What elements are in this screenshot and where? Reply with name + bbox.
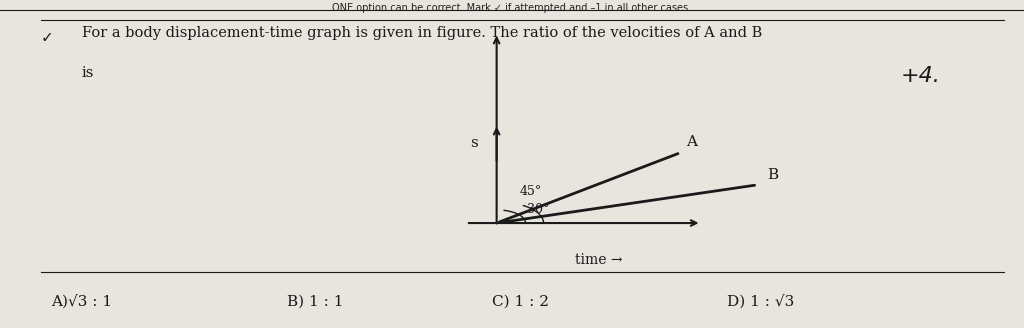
Text: For a body displacement-time graph is given in figure. The ratio of the velociti: For a body displacement-time graph is gi… [82, 26, 762, 40]
Text: D) 1 : √3: D) 1 : √3 [727, 295, 795, 309]
Text: A: A [686, 135, 696, 149]
Text: s: s [470, 136, 478, 150]
Text: is: is [82, 66, 94, 80]
Text: B) 1 : 1: B) 1 : 1 [287, 295, 343, 309]
Text: C) 1 : 2: C) 1 : 2 [492, 295, 549, 309]
Text: time →: time → [575, 253, 623, 267]
Text: +4.: +4. [901, 66, 941, 86]
Text: 30°: 30° [527, 203, 550, 216]
Text: B: B [768, 168, 778, 182]
Text: A)√3 : 1: A)√3 : 1 [51, 295, 113, 309]
Text: ✓: ✓ [41, 30, 53, 45]
Text: 45°: 45° [519, 185, 542, 198]
Text: ONE option can be correct. Mark ✓ if attempted and –1 in all other cases.: ONE option can be correct. Mark ✓ if att… [333, 3, 691, 13]
